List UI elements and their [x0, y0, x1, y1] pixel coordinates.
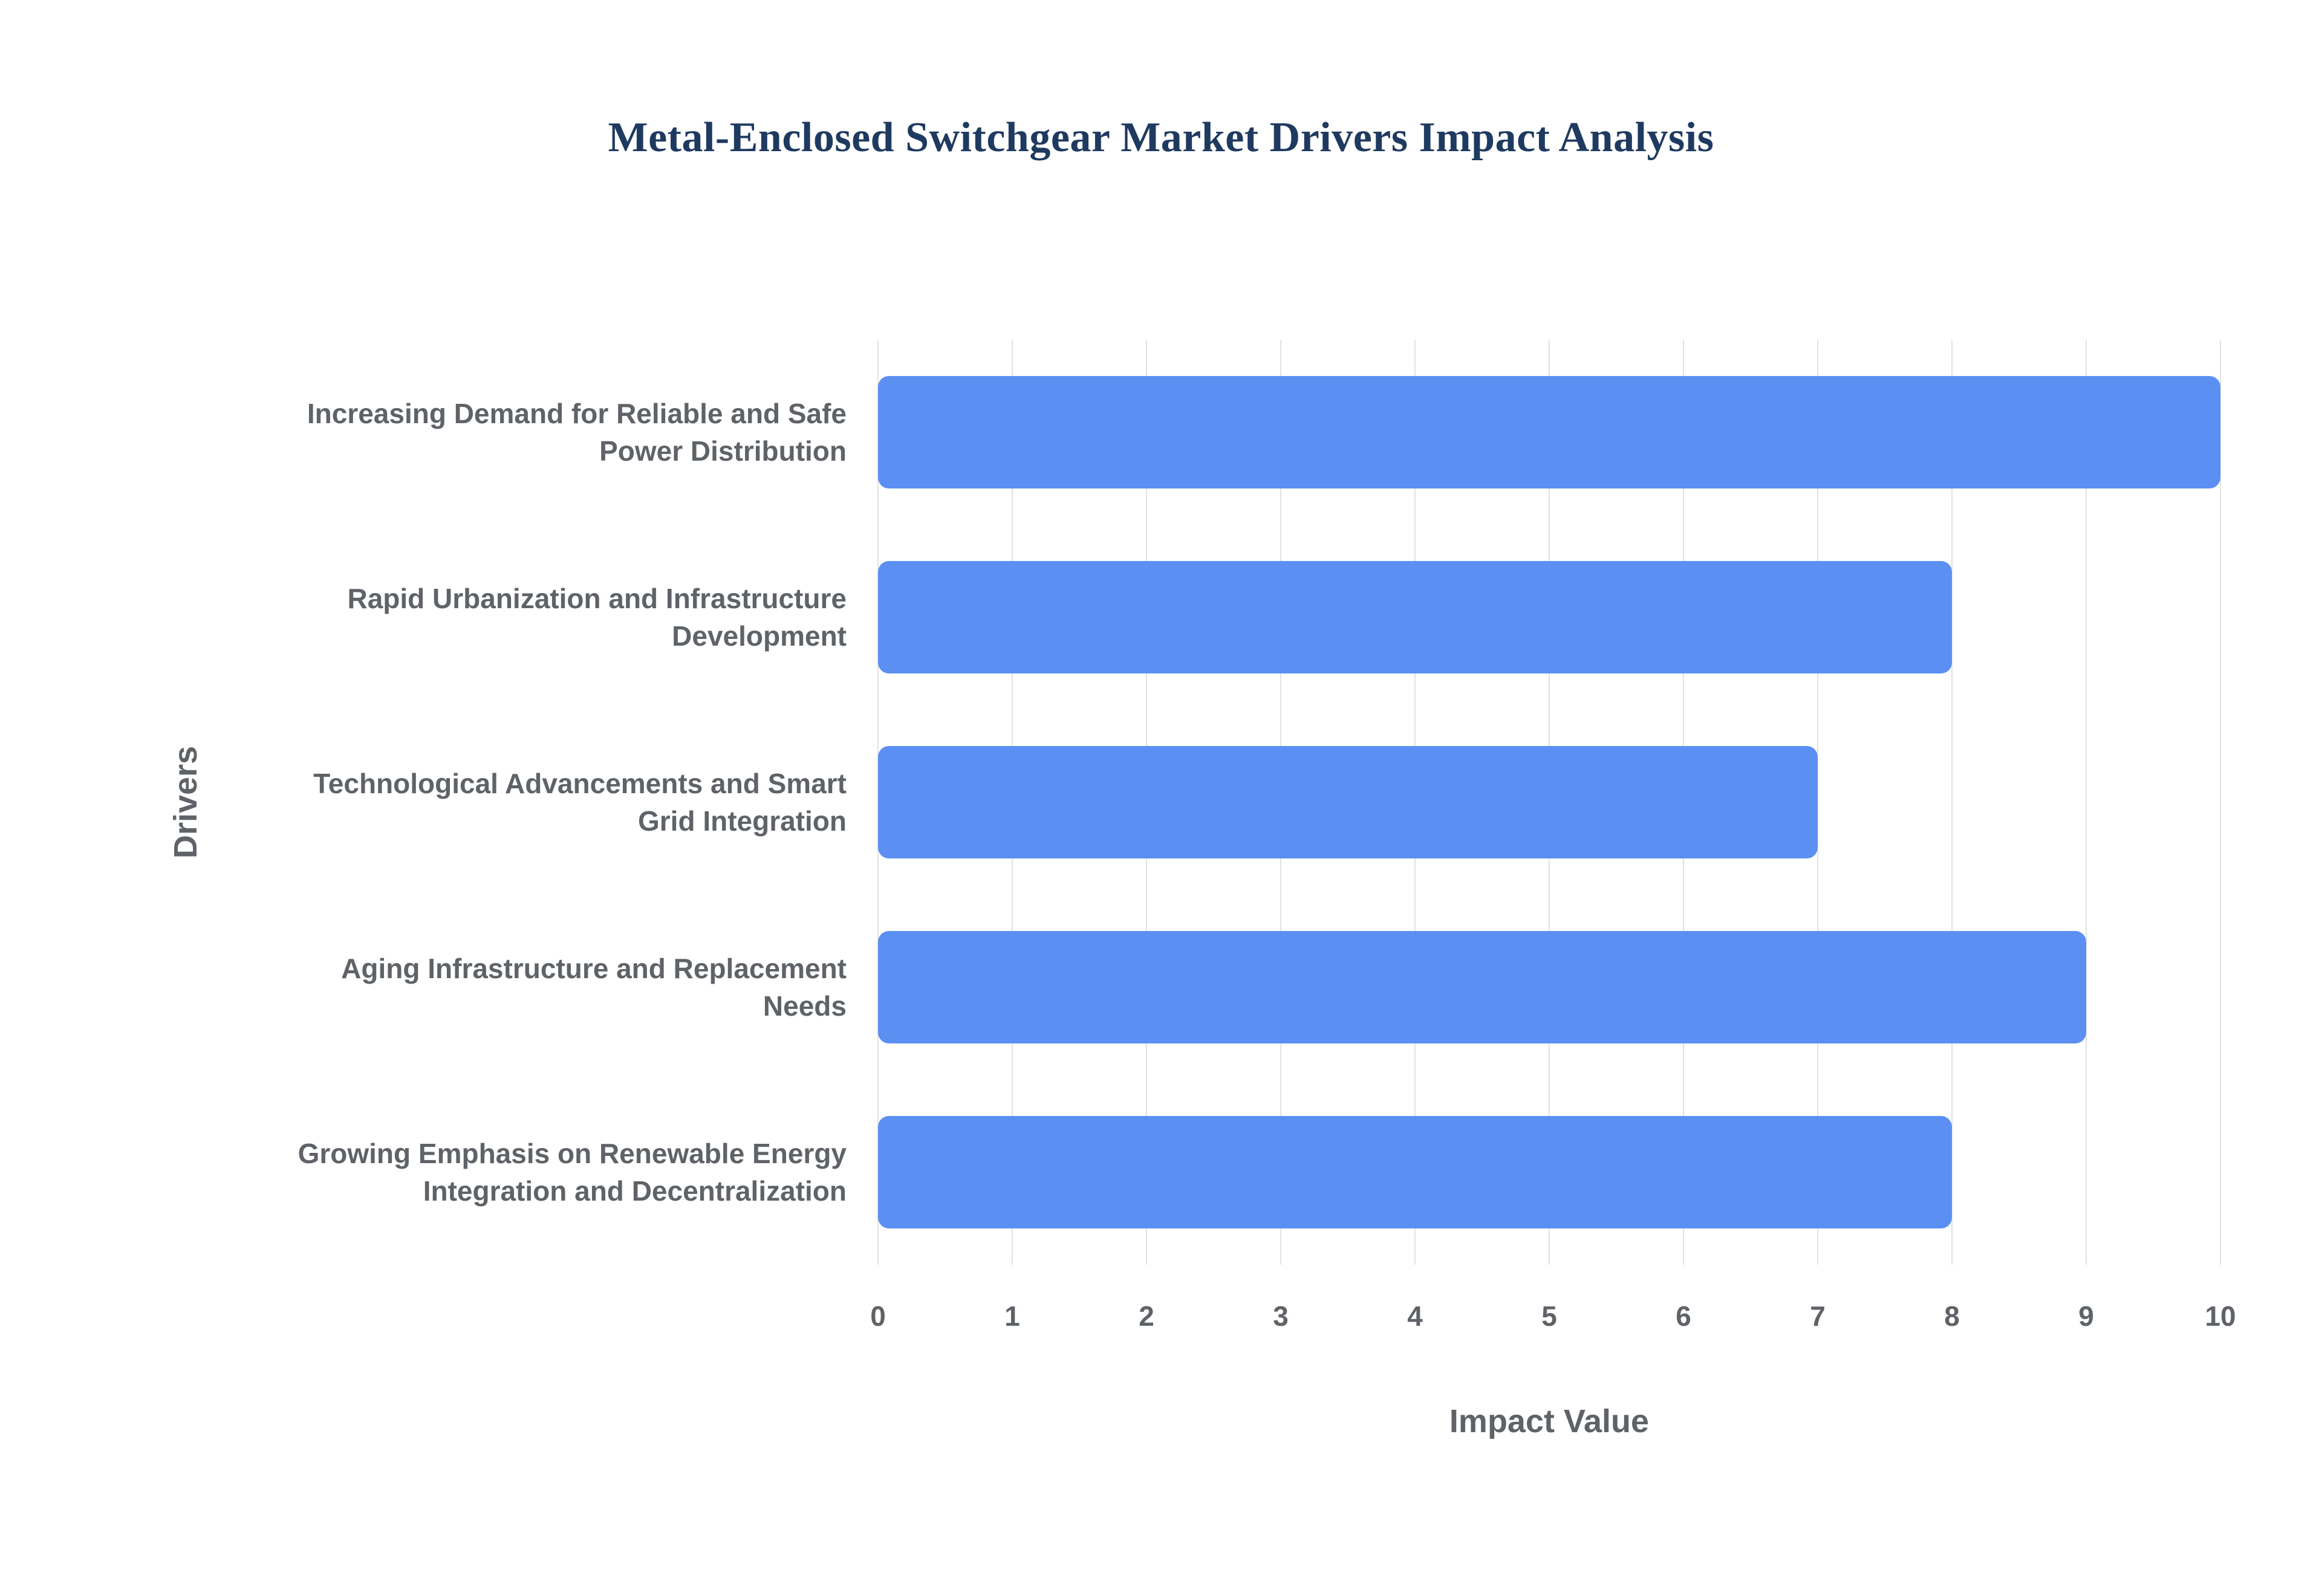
bar-row	[878, 931, 2220, 1043]
bar-row	[878, 1116, 2220, 1228]
grid-line	[2086, 340, 2087, 1265]
category-label: Aging Infrastructure and Replacement Nee…	[341, 952, 847, 1022]
x-tick-label: 4	[1407, 1300, 1423, 1332]
bar	[878, 376, 2220, 488]
x-tick-label: 10	[2205, 1300, 2236, 1332]
category-label: Technological Advancements and Smart Gri…	[313, 767, 847, 837]
x-tick-label: 0	[870, 1300, 886, 1332]
bar-row	[878, 561, 2220, 673]
bar	[878, 561, 1952, 673]
y-axis-title: Drivers	[167, 745, 204, 859]
x-tick-label: 6	[1676, 1300, 1691, 1332]
grid-line	[1951, 340, 1953, 1265]
x-tick-label: 1	[1004, 1300, 1020, 1332]
bar-row	[878, 746, 2220, 858]
x-tick-label: 5	[1541, 1300, 1557, 1332]
x-tick-label: 3	[1273, 1300, 1289, 1332]
category-label: Rapid Urbanization and Infrastructure De…	[347, 582, 847, 652]
category-label: Increasing Demand for Reliable and Safe …	[307, 397, 847, 467]
plot-area	[877, 340, 2221, 1265]
chart-title: Metal-Enclosed Switchgear Market Drivers…	[608, 114, 1714, 161]
x-tick-label: 8	[1944, 1300, 1960, 1332]
x-axis-title: Impact Value	[1449, 1403, 1650, 1439]
grid-line	[1817, 340, 1818, 1265]
grid-line	[2220, 340, 2221, 1265]
x-tick-label: 7	[1810, 1300, 1826, 1332]
category-label: Growing Emphasis on Renewable Energy Int…	[298, 1137, 847, 1207]
x-tick-label: 2	[1139, 1300, 1154, 1332]
bar	[878, 1116, 1952, 1228]
bar	[878, 931, 2086, 1043]
x-tick-label: 9	[2078, 1300, 2094, 1332]
bar	[878, 746, 1818, 858]
bar-row	[878, 376, 2220, 488]
